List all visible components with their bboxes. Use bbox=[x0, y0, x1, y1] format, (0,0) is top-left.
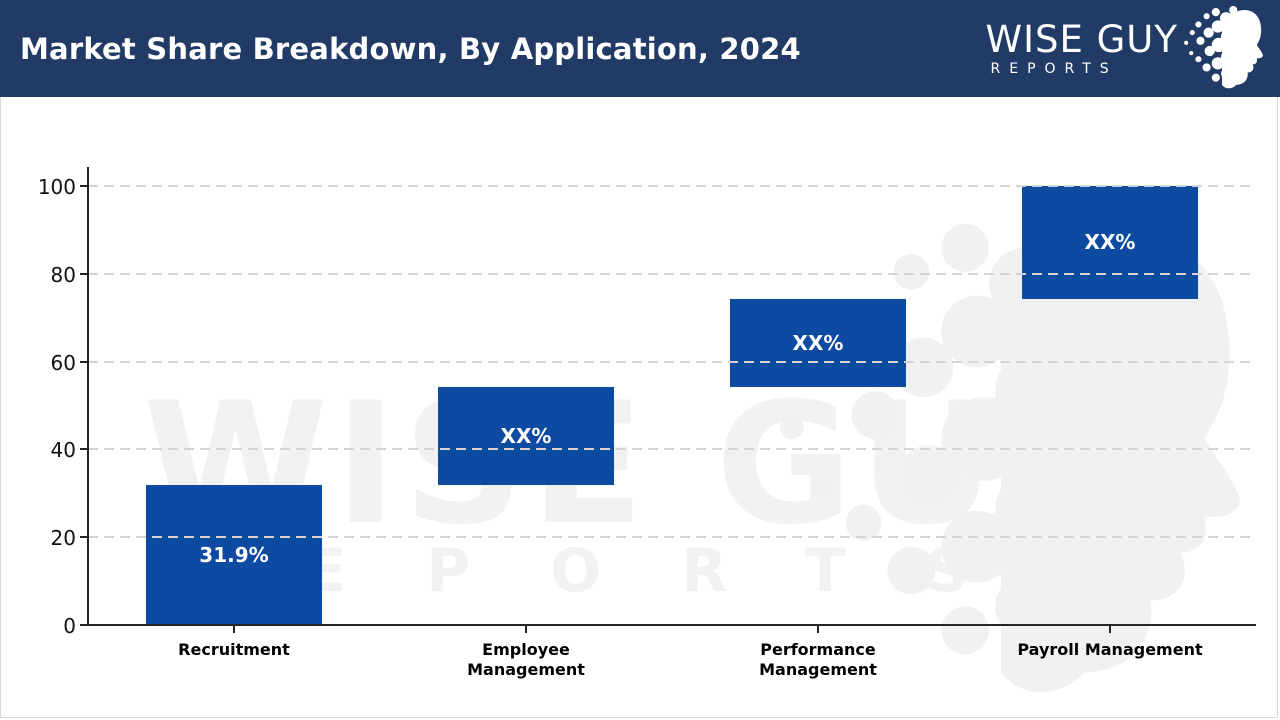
y-tick-label: 0 bbox=[63, 614, 76, 638]
header-bar: Market Share Breakdown, By Application, … bbox=[0, 0, 1280, 97]
x-tick bbox=[817, 626, 819, 633]
x-category-label: Performance Management bbox=[759, 640, 877, 679]
bar-recruitment bbox=[146, 484, 322, 625]
y-tick-label: 20 bbox=[50, 526, 76, 551]
wise-guy-reports-logo: WISE GUY REPORTS bbox=[986, 5, 1266, 92]
y-tick-label: 80 bbox=[50, 262, 76, 287]
bar-value-label: 31.9% bbox=[199, 542, 269, 567]
logo-subtext: REPORTS bbox=[990, 60, 1118, 77]
dotted-face-icon bbox=[1184, 5, 1263, 88]
y-axis-line bbox=[87, 167, 89, 626]
y-tick bbox=[80, 448, 87, 451]
logo-text: WISE GUY REPORTS bbox=[986, 21, 1178, 77]
y-tick-label: 100 bbox=[37, 175, 76, 199]
y-tick bbox=[80, 624, 87, 626]
x-category-label: Payroll Management bbox=[1017, 640, 1203, 659]
gridline-60 bbox=[88, 360, 1256, 363]
bar-value-label: XX% bbox=[500, 423, 552, 448]
bar-payroll-management bbox=[1022, 186, 1198, 299]
page-title: Market Share Breakdown, By Application, … bbox=[20, 31, 801, 66]
y-tick bbox=[80, 185, 87, 187]
y-tick bbox=[80, 536, 87, 539]
gridline-20 bbox=[88, 536, 1256, 539]
gridline-100 bbox=[88, 185, 1256, 187]
bar-value-label: XX% bbox=[1084, 230, 1136, 255]
bar-employee-management bbox=[438, 386, 614, 485]
x-tick bbox=[1109, 626, 1111, 633]
logo-wordmark: WISE GUY bbox=[985, 17, 1178, 61]
bar-performance-management bbox=[730, 298, 906, 387]
x-tick bbox=[233, 626, 235, 633]
y-tick-label: 60 bbox=[50, 350, 76, 375]
x-category-label: Employee Management bbox=[467, 640, 585, 679]
y-tick-label: 40 bbox=[50, 438, 76, 463]
x-category-label: Recruitment bbox=[178, 640, 290, 659]
gridline-40 bbox=[88, 448, 1256, 451]
gridline-80 bbox=[88, 272, 1256, 275]
y-tick bbox=[80, 360, 87, 363]
x-tick bbox=[525, 626, 527, 633]
bar-value-label: XX% bbox=[792, 330, 844, 355]
y-tick bbox=[80, 272, 87, 275]
x-axis-line bbox=[88, 624, 1256, 626]
